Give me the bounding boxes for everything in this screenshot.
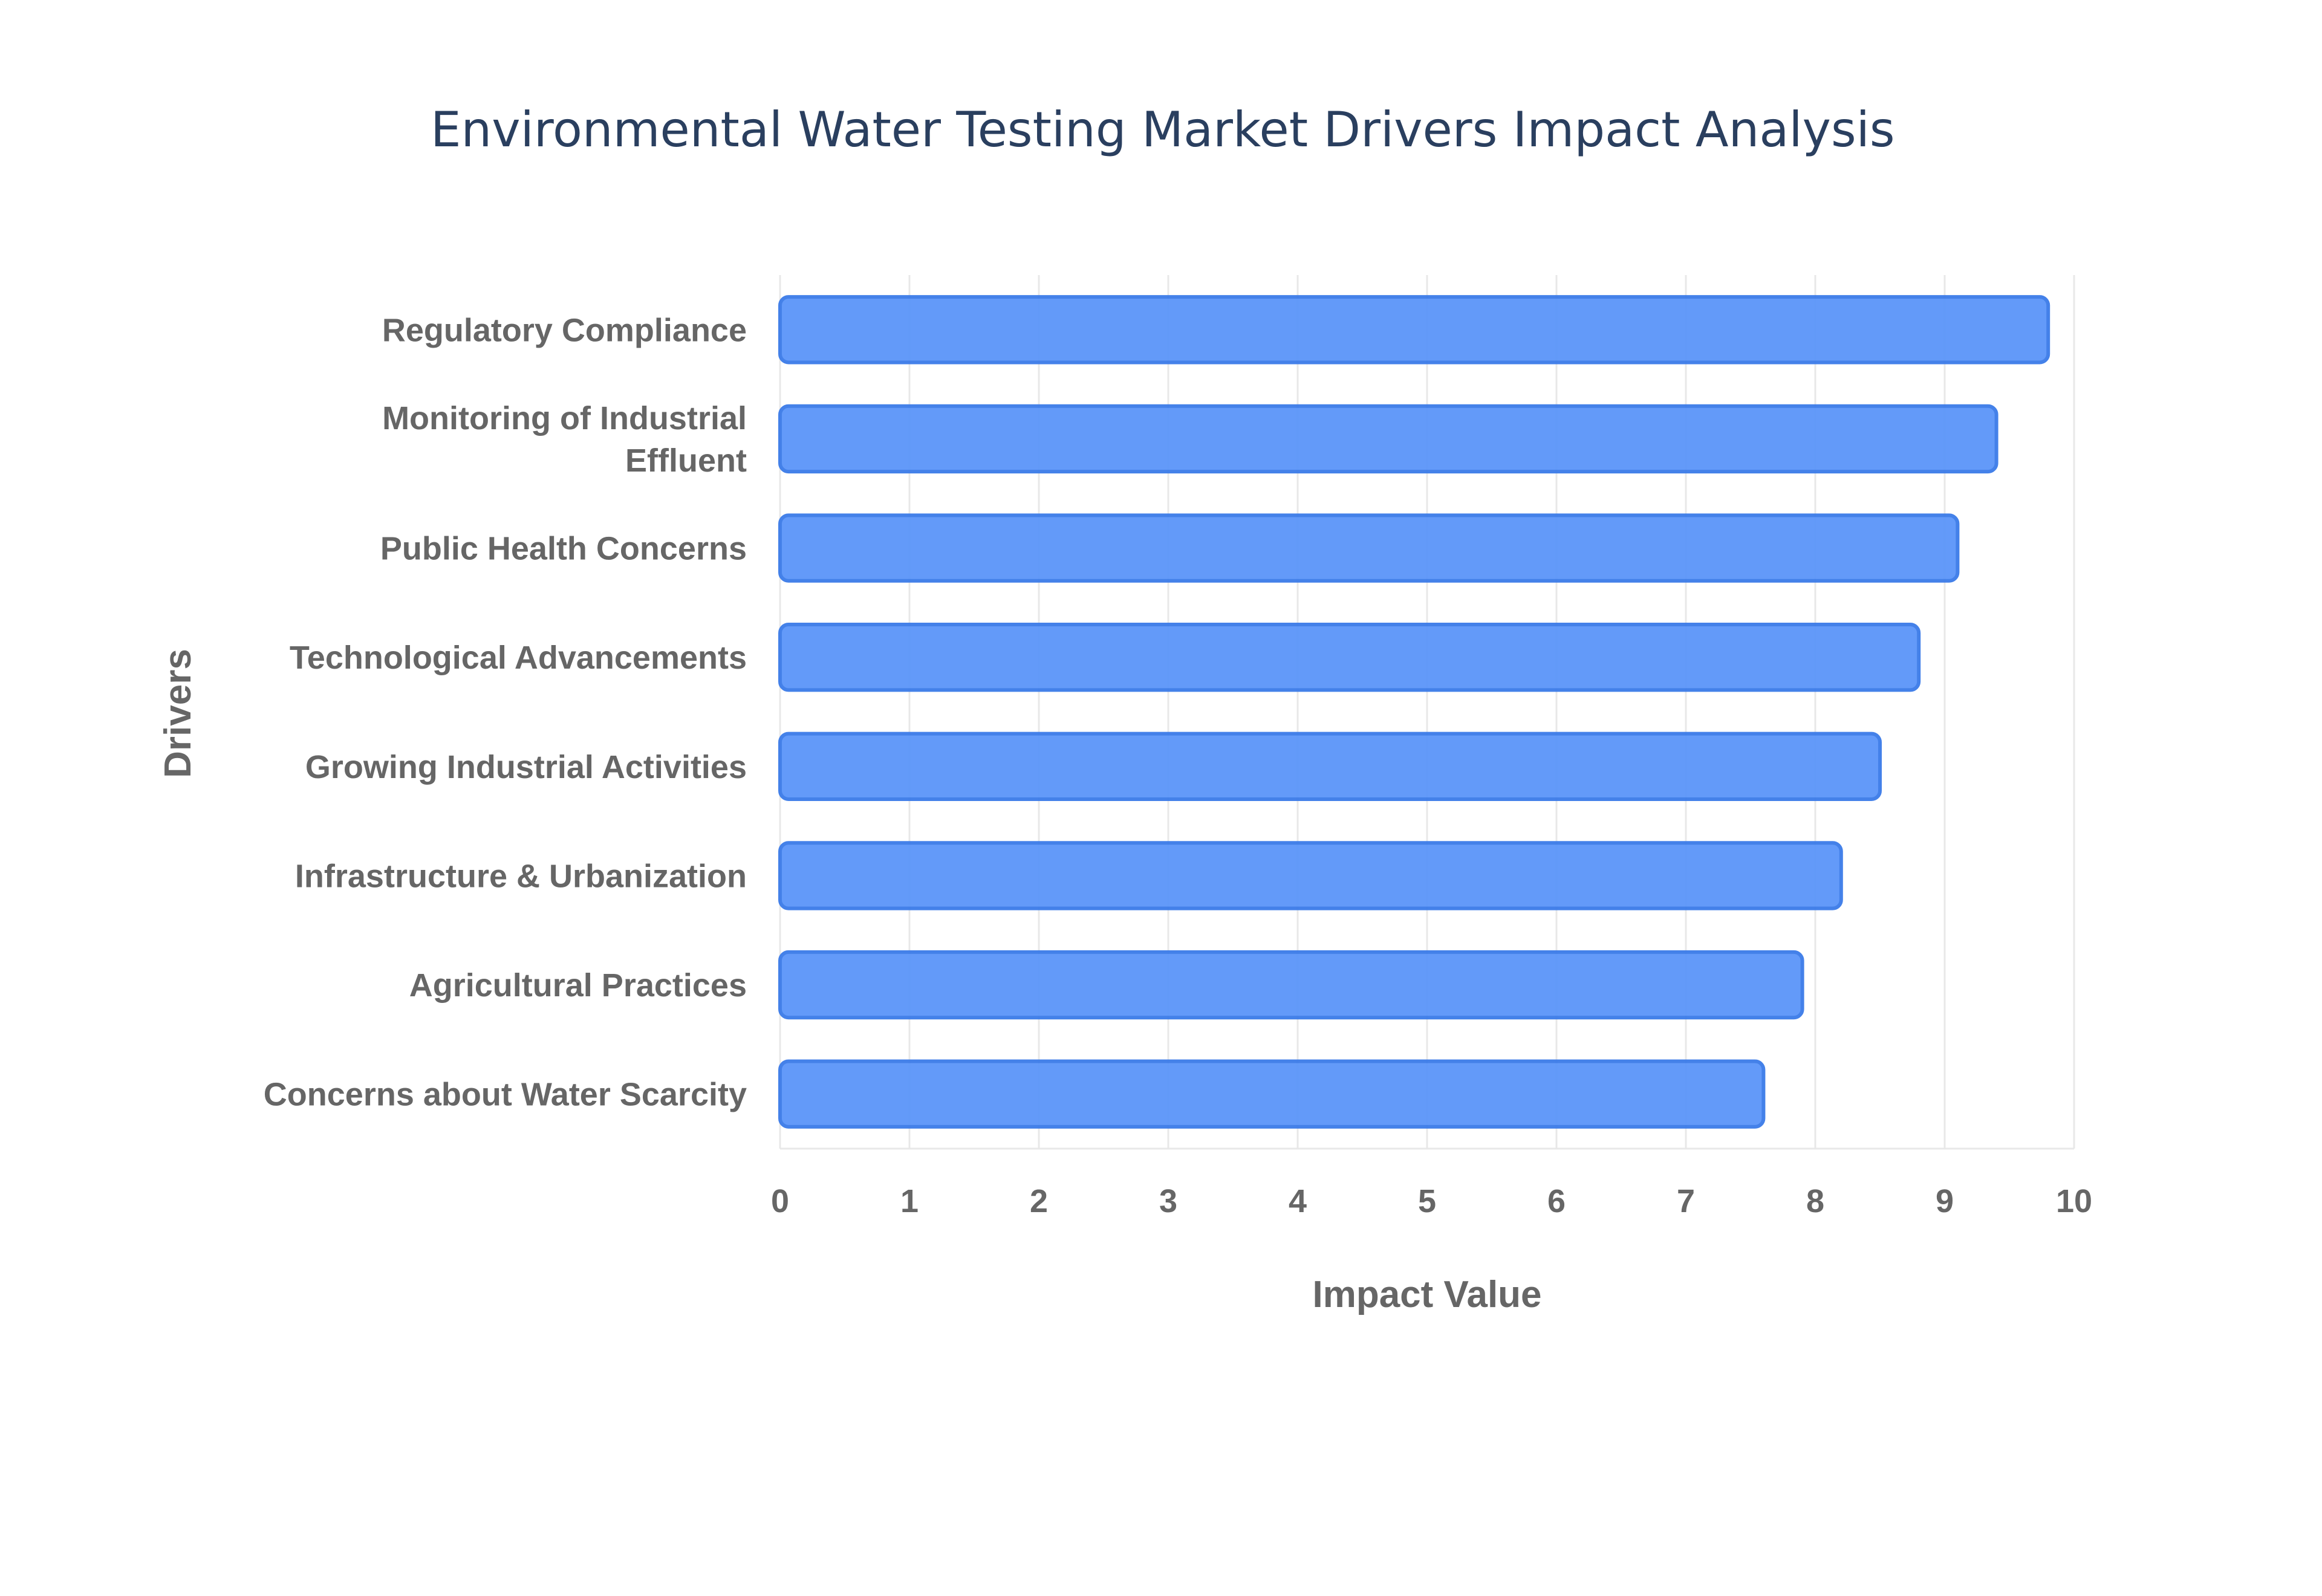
y-axis-title: Drivers xyxy=(157,649,199,778)
x-tick-labels: 0 1 2 3 4 5 6 7 8 9 10 xyxy=(771,1183,2092,1219)
x-tick-label: 1 xyxy=(900,1183,919,1219)
bars xyxy=(778,295,2050,1129)
y-tick-label: Agricultural Practices xyxy=(409,967,747,1004)
x-tick-label: 9 xyxy=(1936,1183,1954,1219)
bar xyxy=(778,404,1998,474)
x-tick-label: 5 xyxy=(1418,1183,1436,1219)
bar xyxy=(778,950,1804,1020)
x-tick-label: 10 xyxy=(2056,1183,2092,1219)
bar xyxy=(778,623,1921,692)
bar xyxy=(778,295,2050,365)
y-tick-label: Monitoring of Industrial Effluent xyxy=(382,400,747,479)
y-tick-label: Concerns about Water Scarcity xyxy=(264,1077,747,1113)
chart-title: Environmental Water Testing Market Drive… xyxy=(431,102,1895,158)
bar xyxy=(778,841,1843,910)
x-tick-label: 7 xyxy=(1677,1183,1695,1219)
y-tick-label: Public Health Concerns xyxy=(380,531,747,567)
x-tick-label: 0 xyxy=(771,1183,789,1219)
bar xyxy=(778,513,1960,583)
y-tick-label: Growing Industrial Activities xyxy=(305,749,747,785)
x-tick-label: 6 xyxy=(1547,1183,1566,1219)
x-tick-label: 8 xyxy=(1806,1183,1824,1219)
x-axis-title: Impact Value xyxy=(1312,1274,1541,1315)
y-tick-label: Regulatory Compliance xyxy=(382,312,747,348)
bar xyxy=(778,731,1882,801)
y-tick-label: Infrastructure & Urbanization xyxy=(295,858,747,894)
y-tick-labels: Regulatory Compliance Monitoring of Indus… xyxy=(264,312,747,1112)
x-tick-label: 3 xyxy=(1159,1183,1177,1219)
x-tick-label: 4 xyxy=(1289,1183,1307,1219)
bar xyxy=(778,1059,1766,1129)
y-tick-label: Technological Advancements xyxy=(290,640,747,676)
x-tick-label: 2 xyxy=(1030,1183,1048,1219)
